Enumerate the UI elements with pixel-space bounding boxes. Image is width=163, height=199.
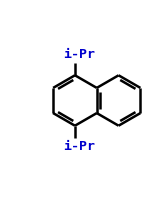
Text: i-Pr: i-Pr [63, 140, 95, 153]
Text: i-Pr: i-Pr [63, 48, 95, 61]
